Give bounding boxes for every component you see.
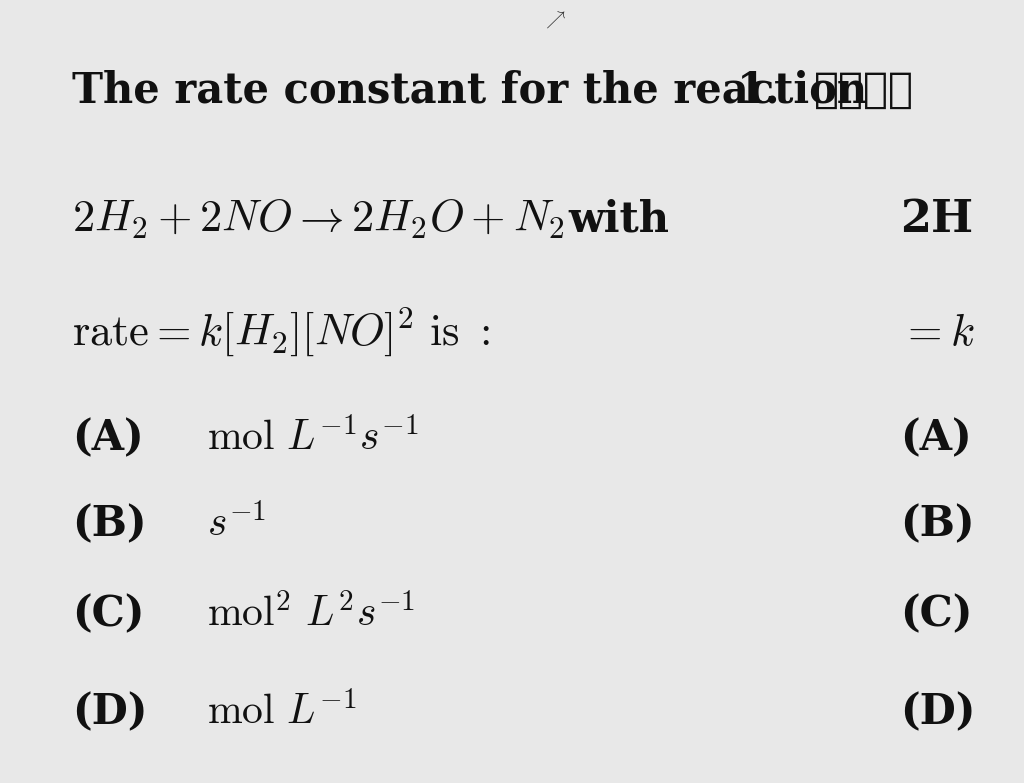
Text: $\mathrm{rate} = k[H_2][NO]^2\ \mathrm{is\ :}$: $\mathrm{rate} = k[H_2][NO]^2\ \mathrm{i… (73, 306, 490, 359)
Text: $2H_2 + 2NO \rightarrow 2H_2O + N_2$: $2H_2 + 2NO \rightarrow 2H_2O + N_2$ (73, 197, 565, 241)
Text: $\mathrm{mol}\ L^{-1}s^{-1}$: $\mathrm{mol}\ L^{-1}s^{-1}$ (207, 417, 419, 460)
Text: (B): (B) (73, 503, 146, 546)
Text: (A): (A) (73, 417, 144, 460)
Text: The rate constant for the reaction: The rate constant for the reaction (73, 69, 867, 111)
Text: (A): (A) (900, 417, 972, 460)
Text: 2H: 2H (900, 198, 974, 240)
Text: $\mathrm{mol}^2\ L^2s^{-1}$: $\mathrm{mol}^2\ L^2s^{-1}$ (207, 594, 416, 636)
Text: निम्: निम् (814, 69, 913, 111)
Text: $\mathrm{mol}\ L^{-1}$: $\mathrm{mol}\ L^{-1}$ (207, 691, 356, 734)
Text: (B): (B) (900, 503, 975, 546)
Text: $s^{-1}$: $s^{-1}$ (207, 503, 266, 546)
Text: (D): (D) (73, 691, 147, 734)
Text: $= k$: $= k$ (900, 311, 975, 355)
Text: (C): (C) (73, 594, 144, 636)
Text: $\nearrow$: $\nearrow$ (542, 9, 566, 31)
Text: (C): (C) (900, 594, 973, 636)
Text: 1.: 1. (736, 69, 780, 111)
Text: with: with (568, 198, 669, 240)
Text: (D): (D) (900, 691, 976, 734)
